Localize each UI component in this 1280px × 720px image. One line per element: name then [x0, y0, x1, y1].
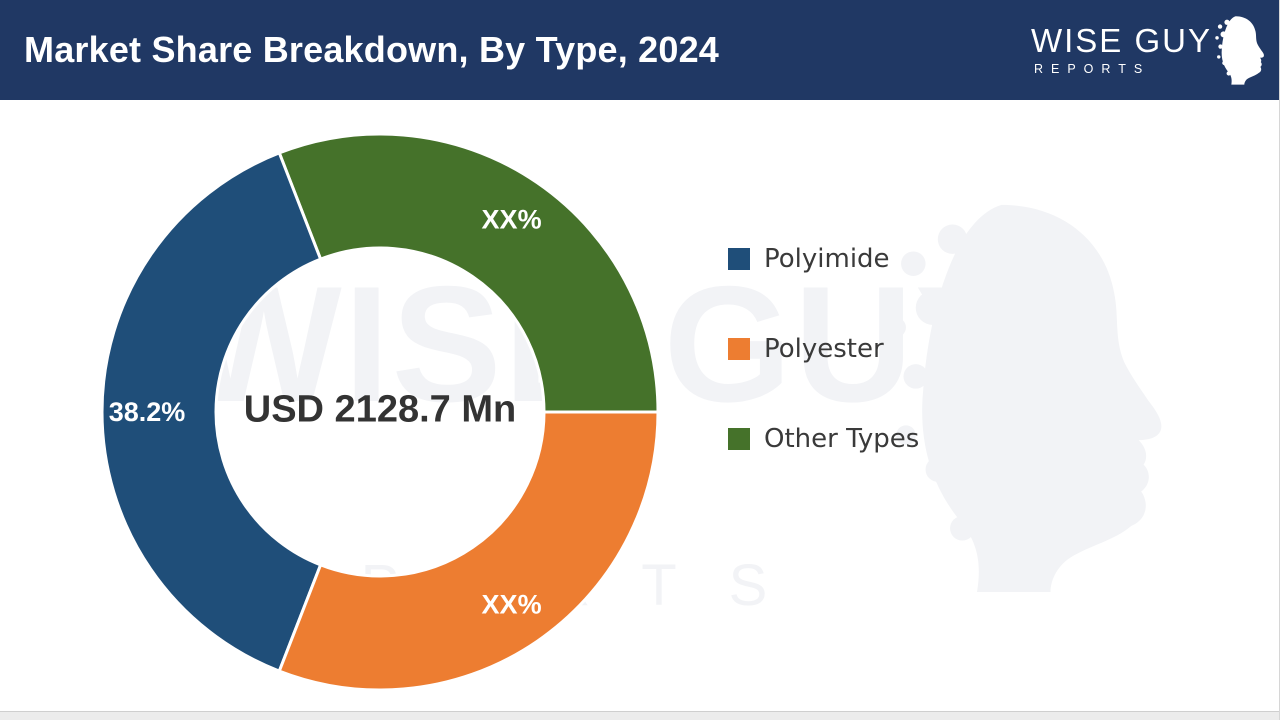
legend-item-polyester: Polyester [728, 334, 919, 364]
watermark-face-icon [886, 204, 1162, 592]
segment-label-polyimide: 38.2% [109, 397, 186, 427]
legend-label: Polyester [764, 334, 884, 364]
donut-segment-other-types [277, 132, 660, 414]
legend-swatch-other-types [728, 428, 750, 450]
donut-svg: XX% 38.2% XX% [100, 132, 660, 692]
segment-label-other-types: XX% [482, 205, 542, 235]
wiseguy-logo: WISE GUY REPORTS [1031, 8, 1266, 92]
chart-center-value: USD 2128.7 Mn [243, 388, 517, 431]
wiseguy-face-icon [1215, 16, 1264, 85]
legend-label: Other Types [764, 424, 920, 454]
legend-item-other-types: Other Types [728, 424, 919, 454]
header-bar: Market Share Breakdown, By Type, 2024 WI… [0, 0, 1279, 100]
donut-chart: XX% 38.2% XX% [99, 131, 661, 693]
logo-wordmark: WISE GUY [1030, 22, 1212, 60]
legend-swatch-polyester [728, 338, 750, 360]
page-title: Market Share Breakdown, By Type, 2024 [24, 29, 720, 70]
legend-swatch-polyimide [728, 248, 750, 270]
donut-segment-polyester [277, 410, 660, 692]
segment-label-polyester: XX% [482, 589, 542, 619]
logo-subtitle: REPORTS [1033, 61, 1151, 76]
legend-label: Polyimide [764, 244, 890, 274]
chart-legend: Polyimide Polyester Other Types [728, 244, 919, 454]
legend-item-polyimide: Polyimide [728, 244, 919, 274]
footer-strip [0, 711, 1279, 720]
logo-text: WISE GUY REPORTS [1031, 24, 1212, 76]
donut-segment-polyimide [100, 151, 323, 673]
